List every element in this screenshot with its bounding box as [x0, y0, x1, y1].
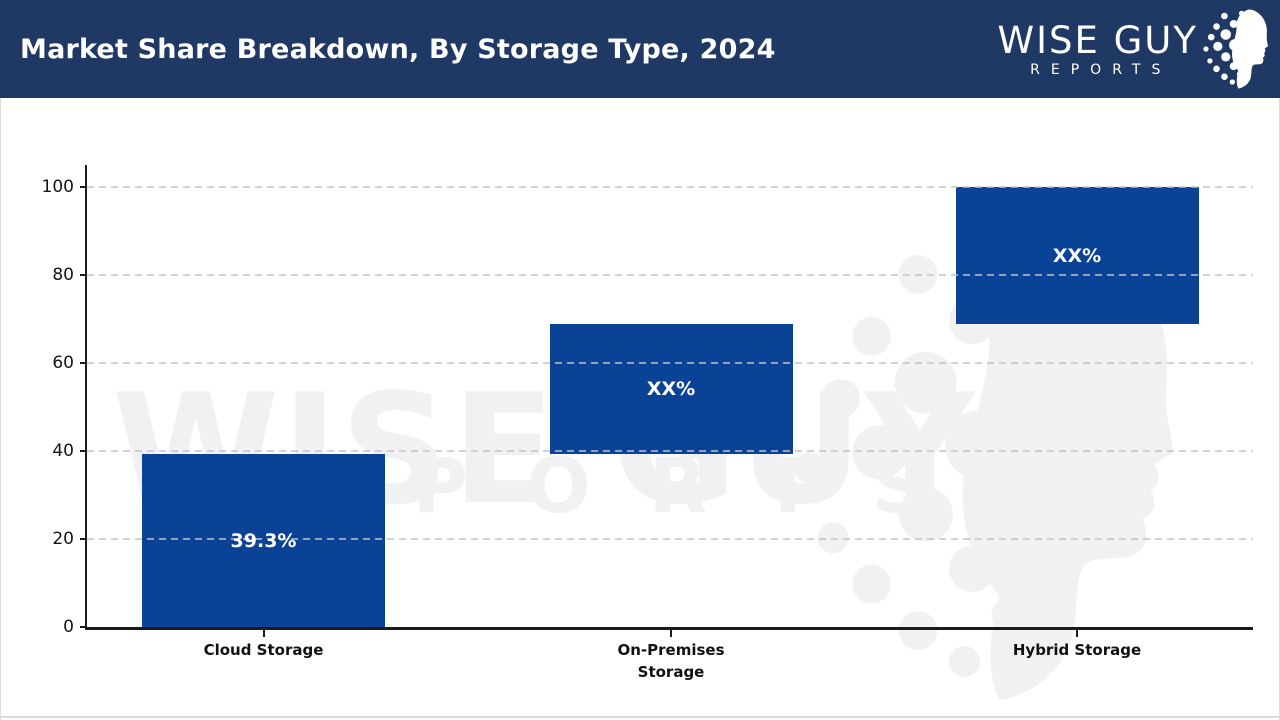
category-label-cloud-storage: Cloud Storage	[203, 641, 324, 659]
bar-value-label-on-premises-storage: XX%	[646, 378, 696, 401]
bar-on-premises-storage	[549, 324, 793, 455]
y-tick-40	[80, 450, 87, 452]
y-tick-label-0: 0	[63, 617, 74, 637]
x-axis-line	[85, 627, 1253, 630]
y-tick-0	[80, 626, 87, 628]
y-tick-100	[80, 186, 87, 188]
gridline-80	[87, 274, 1253, 276]
y-tick-60	[80, 362, 87, 364]
bar-value-label-hybrid-storage: XX%	[1052, 244, 1102, 267]
y-tick-label-60: 60	[52, 353, 74, 373]
y-tick-label-20: 20	[52, 529, 74, 549]
y-axis-line	[85, 165, 87, 629]
bar-cloud-storage	[142, 454, 385, 627]
category-label-on-premises-storage: On-Premises Storage	[617, 641, 725, 681]
x-tick-on-premises-storage	[670, 630, 672, 637]
y-tick-label-80: 80	[52, 265, 74, 285]
gridline-60	[87, 362, 1253, 364]
y-tick-20	[80, 538, 87, 540]
y-tick-80	[80, 274, 87, 276]
page-left-border	[0, 98, 1, 720]
gridline-20	[87, 538, 1253, 540]
watermark-face-graphic	[794, 235, 1174, 701]
x-tick-hybrid-storage	[1076, 630, 1078, 637]
footer-rule	[0, 716, 1280, 718]
header-bar: Market Share Breakdown, By Storage Type,…	[0, 0, 1280, 98]
brand-face-icon	[1203, 9, 1268, 89]
brand-logo-text: WISE GUY REPORTS	[998, 22, 1198, 77]
gridline-100	[87, 186, 1253, 188]
bar-hybrid-storage	[955, 187, 1199, 325]
y-tick-label-100: 100	[41, 177, 74, 197]
x-tick-cloud-storage	[262, 630, 265, 637]
page-title: Market Share Breakdown, By Storage Type,…	[20, 33, 776, 65]
category-label-hybrid-storage: Hybrid Storage	[1012, 641, 1142, 659]
brand-logo: WISE GUY REPORTS	[998, 0, 1268, 98]
bar-value-label-cloud-storage: 39.3%	[230, 529, 297, 552]
brand-name: WISE GUY	[997, 18, 1198, 62]
gridline-40	[87, 450, 1253, 452]
brand-subtitle: REPORTS	[1030, 61, 1172, 78]
chart-canvas: WISE GUY REPORTS 39.3% XX% XX% 0 20 40 60 80 100…	[0, 98, 1280, 720]
y-tick-label-40: 40	[52, 441, 74, 461]
